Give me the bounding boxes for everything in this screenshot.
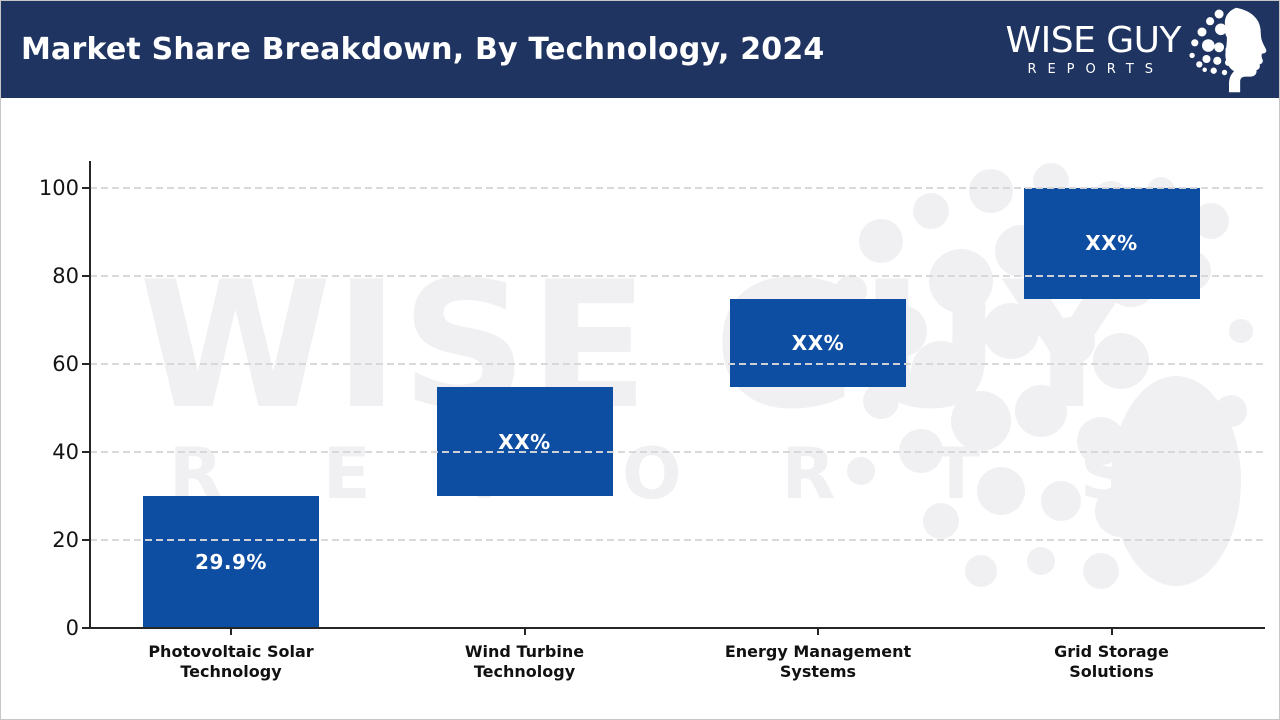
gridline-y20	[90, 539, 1264, 541]
x-axis-line	[89, 627, 1265, 629]
bar-value-label-4: XX%	[1085, 231, 1138, 256]
bar-2: XX%	[436, 386, 613, 497]
bar-1: 29.9%	[143, 496, 319, 628]
bar-value-label-2: XX%	[498, 429, 551, 454]
x-category-line1: Energy Management	[724, 642, 912, 661]
x-tick-4	[1110, 629, 1113, 635]
y-tick-label-20: 20	[52, 528, 79, 552]
y-tick-label-100: 100	[38, 176, 79, 200]
y-tick-40	[82, 451, 89, 453]
watermark-reports-text: REPORTS	[169, 433, 1231, 515]
y-tick-label-0: 0	[65, 616, 79, 640]
logo-wiseguy-label: WISE GUY	[1005, 19, 1182, 61]
gridline-y80	[90, 275, 1264, 277]
page-title: Market Share Breakdown, By Technology, 2…	[21, 32, 825, 67]
x-category-line1: Wind Turbine	[464, 642, 585, 661]
logo-head-icon	[1189, 7, 1267, 92]
y-tick-100	[82, 187, 89, 189]
x-category-line2: Technology	[180, 662, 282, 681]
x-category-line1: Grid Storage	[1054, 642, 1169, 661]
x-category-line2: Technology	[473, 662, 576, 681]
x-category-label-2: Wind Turbine Technology	[375, 642, 675, 682]
y-axis-line	[89, 161, 91, 629]
x-category-line2: Systems	[779, 662, 857, 681]
y-tick-20	[82, 539, 89, 541]
bar-value-label-1: 29.9%	[195, 550, 267, 575]
bar-3: XX%	[730, 298, 906, 387]
gridline-y60	[90, 363, 1264, 365]
x-category-label-4: Grid Storage Solutions	[962, 642, 1262, 682]
x-tick-3	[817, 629, 819, 635]
x-tick-2	[523, 629, 526, 635]
y-tick-label-60: 60	[52, 352, 79, 376]
y-tick-80	[82, 275, 89, 277]
y-tick-60	[82, 363, 89, 365]
bar-4: XX%	[1023, 188, 1200, 299]
x-category-line2: Solutions	[1069, 662, 1154, 681]
logo-reports-label: REPORTS	[1027, 61, 1165, 77]
bar-value-label-3: XX%	[791, 330, 845, 355]
gridline-y100	[90, 187, 1264, 189]
gridline-y40	[90, 451, 1264, 453]
y-tick-0	[82, 627, 89, 629]
x-category-line1: Photovoltaic Solar	[148, 642, 314, 661]
x-category-label-1: Photovoltaic Solar Technology	[81, 642, 381, 682]
wise-guy-reports-logo: WISE GUY REPORTS	[1006, 1, 1276, 98]
header-bar: Market Share Breakdown, By Technology, 2…	[1, 1, 1279, 98]
y-tick-label-80: 80	[52, 264, 79, 288]
y-tick-label-40: 40	[52, 440, 79, 464]
x-tick-1	[230, 629, 232, 635]
x-category-label-3: Energy Management Systems	[668, 642, 968, 682]
logo-text: WISE GUY REPORTS	[1005, 19, 1182, 77]
